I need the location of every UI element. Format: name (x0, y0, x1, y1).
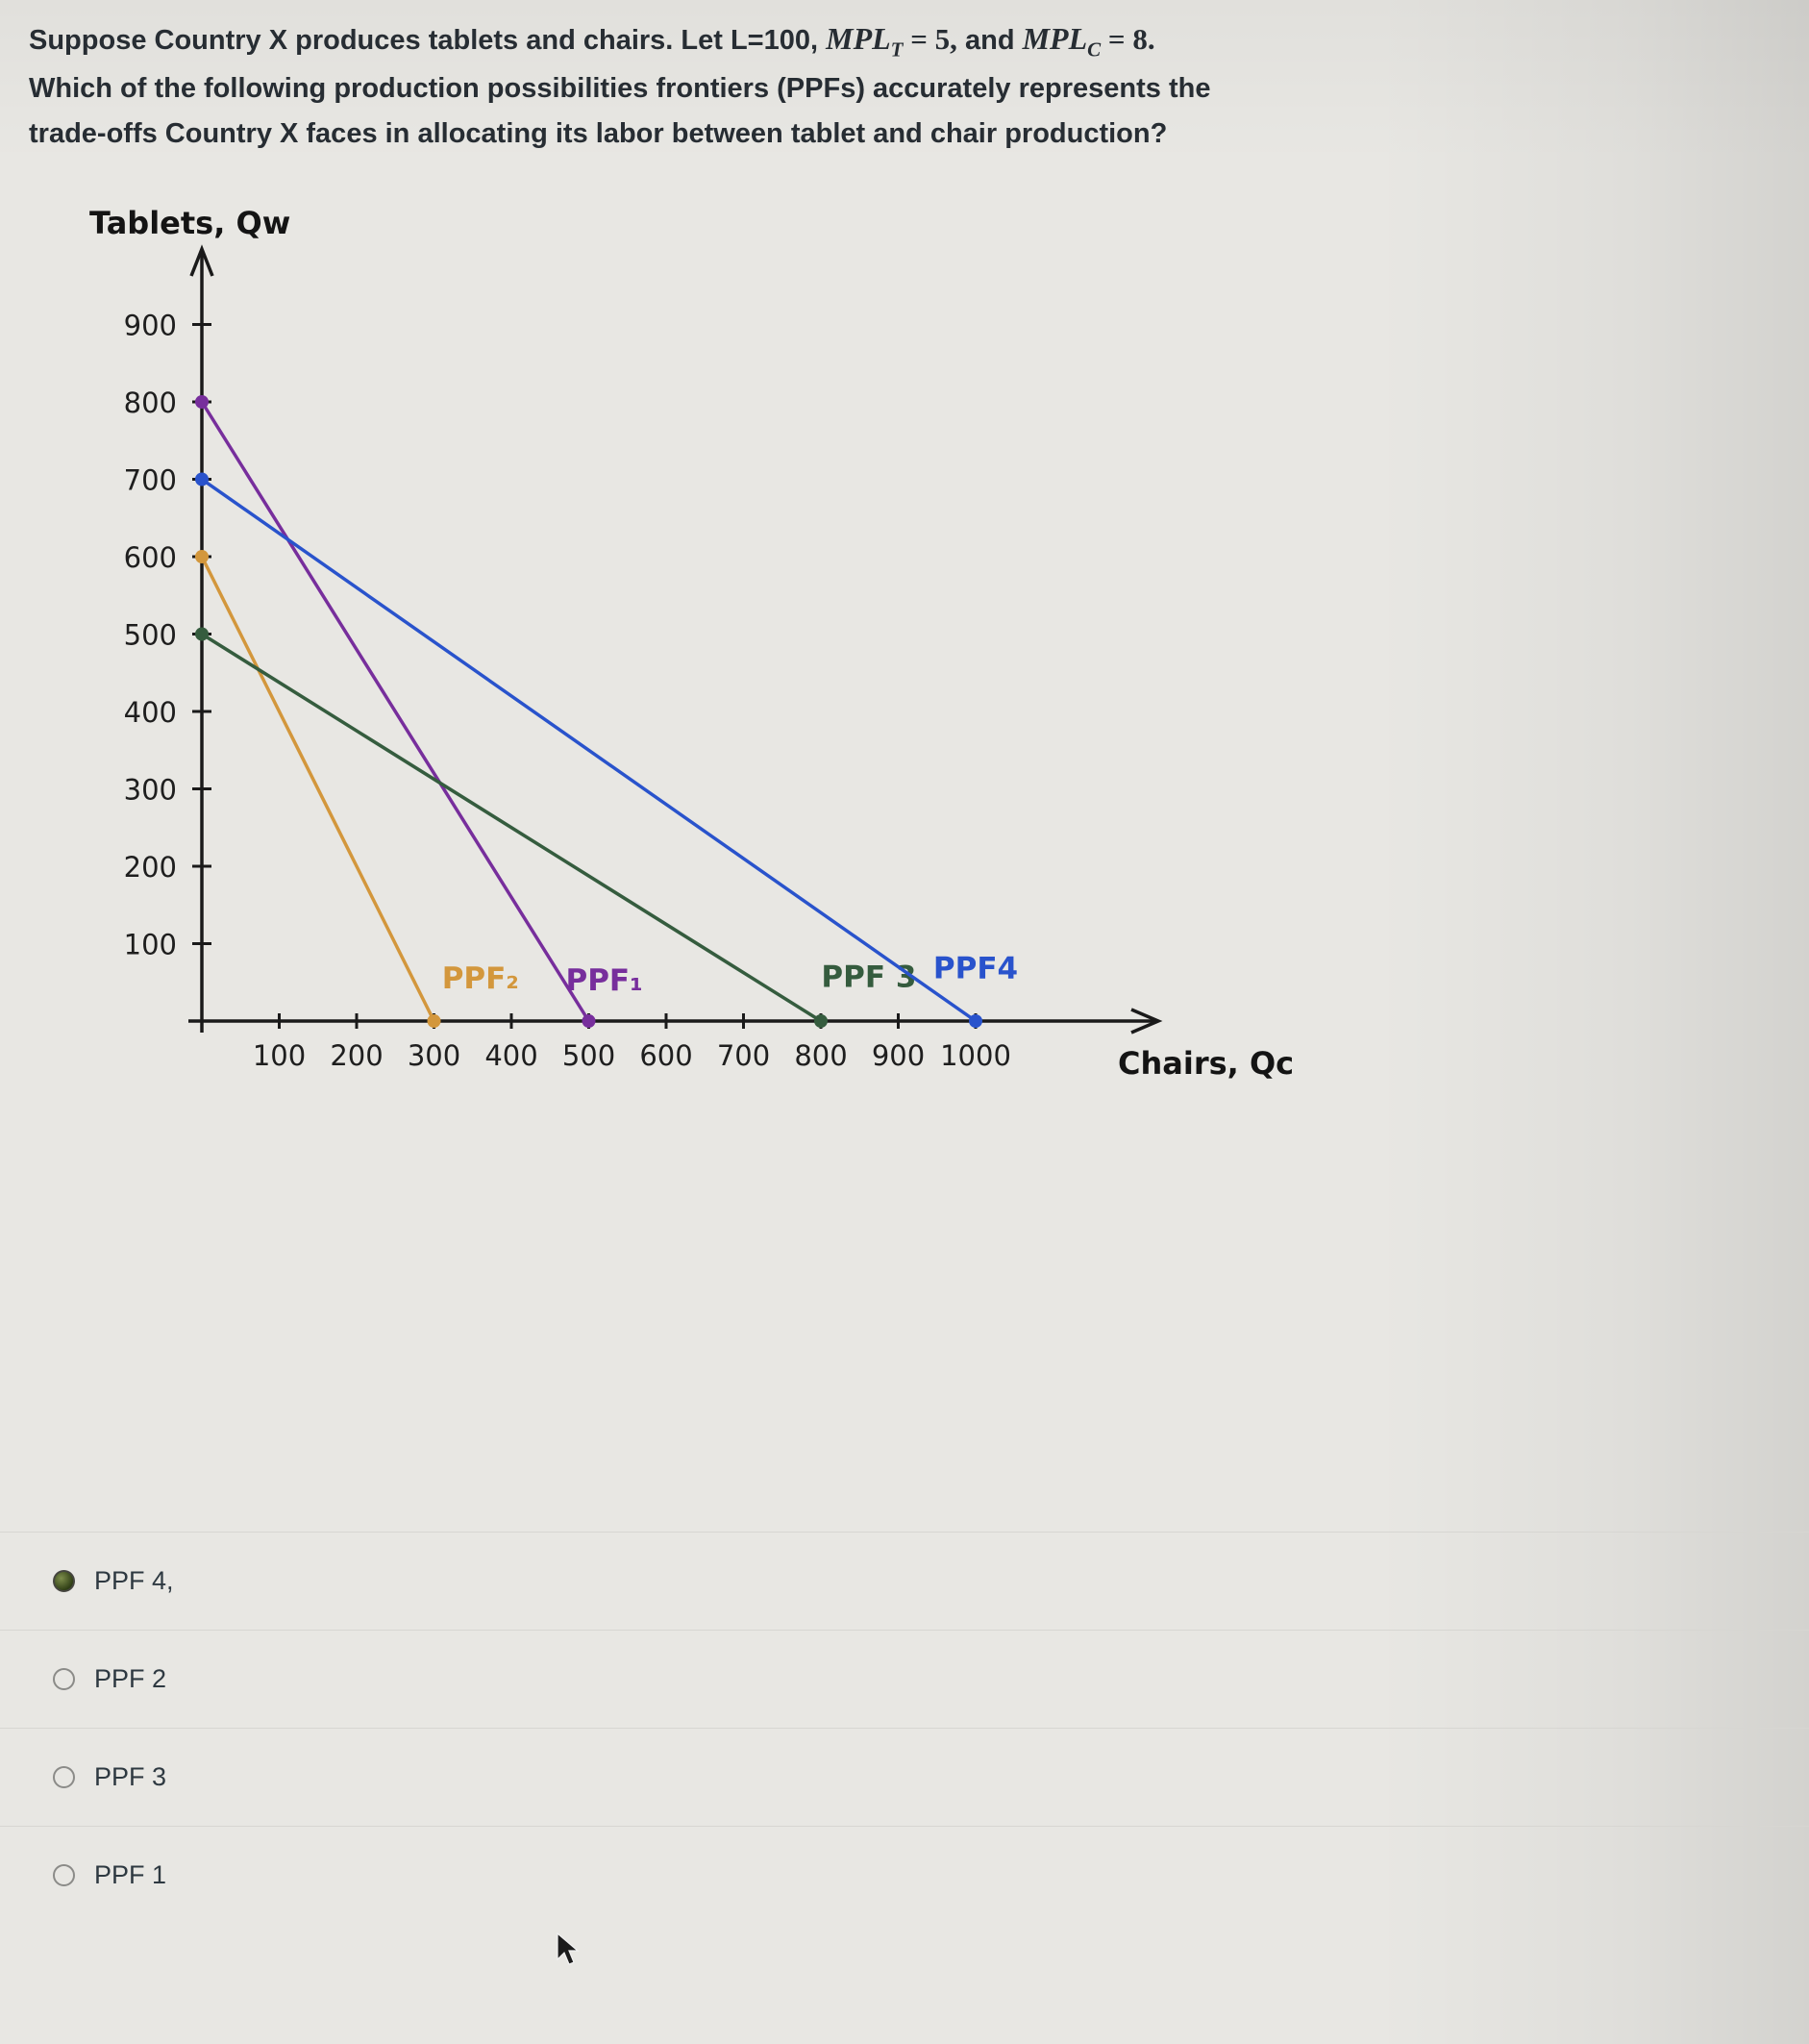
svg-text:400: 400 (124, 696, 177, 729)
svg-text:100: 100 (253, 1039, 306, 1072)
radio-ppf4[interactable] (53, 1570, 75, 1592)
svg-text:900: 900 (872, 1039, 925, 1072)
svg-text:300: 300 (408, 1039, 460, 1072)
svg-text:400: 400 (484, 1039, 537, 1072)
mouse-cursor (557, 1932, 580, 1965)
svg-text:500: 500 (124, 619, 177, 652)
option-ppf3[interactable]: PPF 3 (0, 1728, 1809, 1826)
svg-text:200: 200 (124, 851, 177, 884)
svg-text:1000: 1000 (940, 1039, 1011, 1072)
ppf-chart: Tablets, Qw Chairs, Qc 100 200 300 400 500 600 7… (53, 187, 1418, 1187)
svg-text:100: 100 (124, 929, 177, 961)
radio-ppf3[interactable] (53, 1766, 75, 1788)
svg-text:200: 200 (330, 1039, 383, 1072)
radio-ppf1[interactable] (53, 1864, 75, 1886)
question-line-1: Suppose Country X produces tablets and c… (29, 13, 1394, 66)
mpl-c-value: = 8. (1101, 22, 1155, 56)
question-line-2: Which of the following production possib… (29, 72, 1211, 104)
svg-text:PPF₂: PPF₂ (442, 961, 519, 996)
ppf-chart-svg: Tablets, Qw Chairs, Qc 100 200 300 400 500 600 7… (89, 205, 1294, 1082)
svg-text:300: 300 (124, 774, 177, 807)
svg-text:600: 600 (124, 541, 177, 574)
mpl-t-value: = 5, (903, 22, 957, 56)
svg-text:800: 800 (794, 1039, 847, 1072)
svg-text:Tablets, Qw: Tablets, Qw (89, 205, 290, 241)
svg-text:500: 500 (562, 1039, 615, 1072)
option-ppf2[interactable]: PPF 2 (0, 1630, 1809, 1728)
option-label-ppf3: PPF 3 (94, 1762, 167, 1791)
mpl-t-math: MPLT (826, 21, 904, 62)
option-ppf4[interactable]: PPF 4, (0, 1532, 1809, 1630)
answer-options: PPF 4, PPF 2 PPF 3 PPF 1 (0, 1532, 1809, 1924)
question-part-1: Suppose Country X produces tablets and c… (29, 25, 827, 56)
option-label-ppf1: PPF 1 (94, 1860, 167, 1889)
svg-text:PPF4: PPF4 (933, 952, 1018, 986)
option-label-ppf4: PPF 4, (94, 1566, 174, 1595)
svg-text:700: 700 (124, 464, 177, 497)
svg-text:PPF₁: PPF₁ (565, 963, 642, 998)
svg-text:800: 800 (124, 386, 177, 419)
radio-ppf2[interactable] (53, 1668, 75, 1690)
svg-text:PPF 3: PPF 3 (821, 960, 916, 995)
option-label-ppf2: PPF 2 (94, 1664, 167, 1693)
mpl-c-math: MPLC (1022, 21, 1102, 62)
svg-text:600: 600 (639, 1039, 692, 1072)
option-ppf1[interactable]: PPF 1 (0, 1826, 1809, 1924)
question-mid: and (956, 25, 1023, 56)
question-line-3: trade-offs Country X faces in allocating… (29, 118, 1168, 150)
svg-text:700: 700 (717, 1039, 770, 1072)
question-text: Suppose Country X produces tablets and c… (29, 13, 1394, 158)
svg-text:900: 900 (124, 310, 177, 342)
svg-text:Chairs, Qc: Chairs, Qc (1118, 1045, 1294, 1082)
